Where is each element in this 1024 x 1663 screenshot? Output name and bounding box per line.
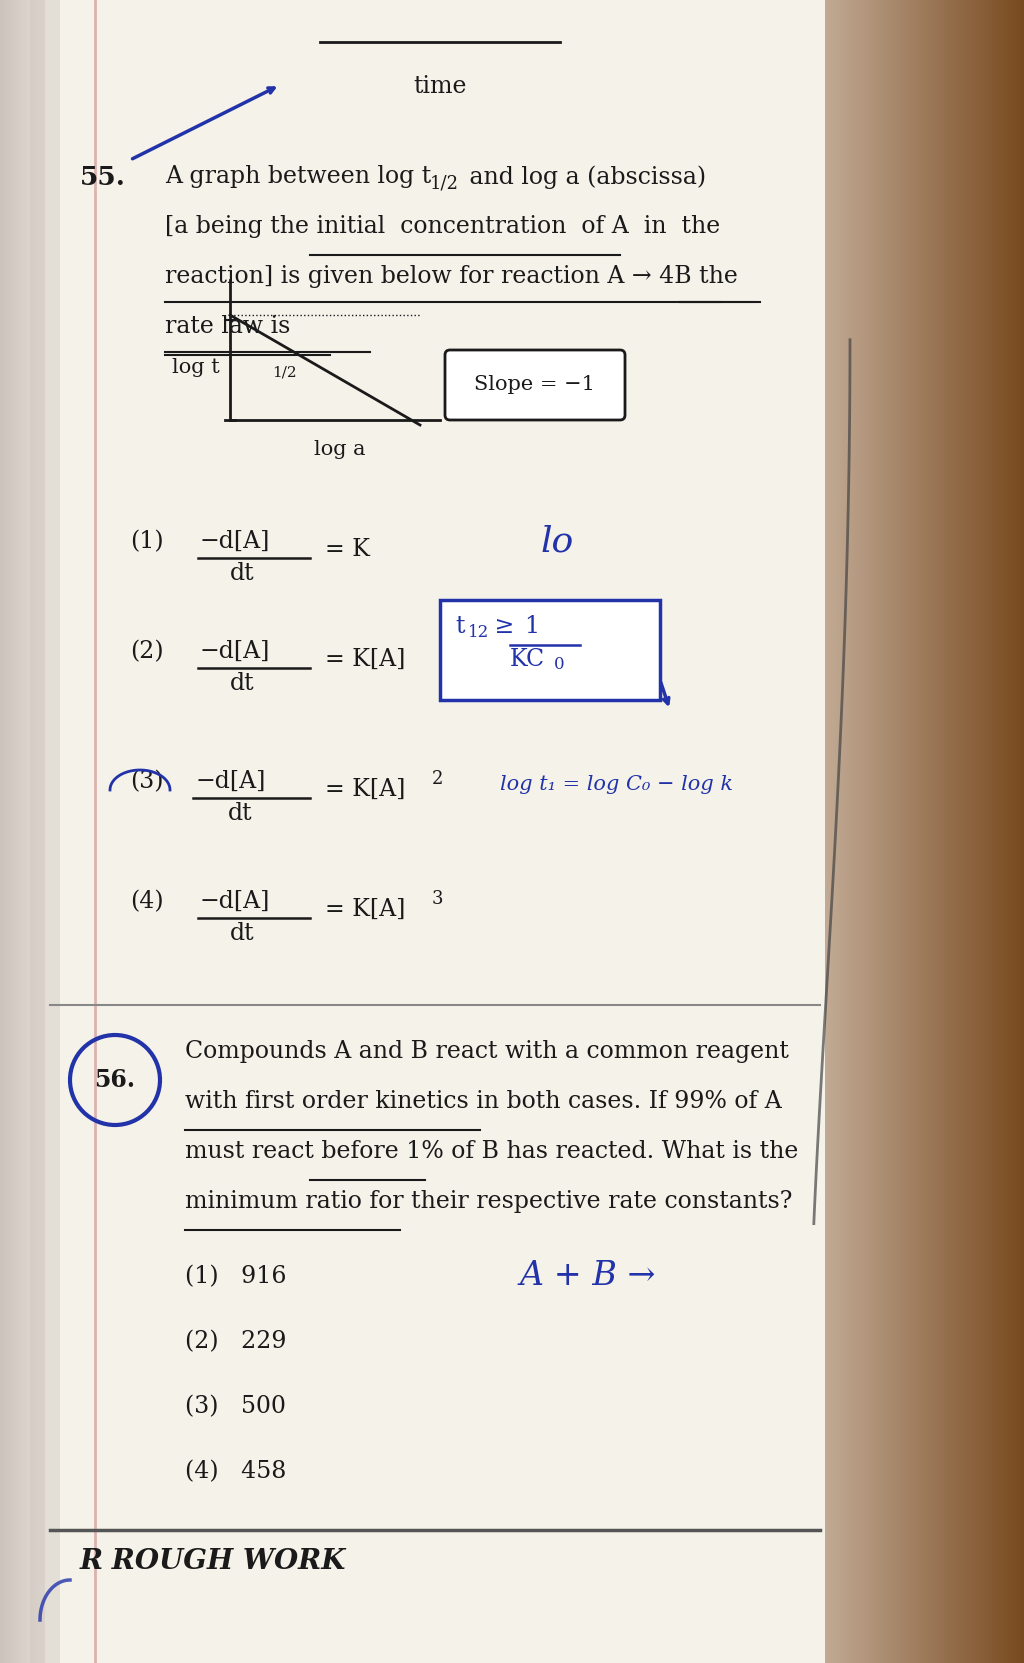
FancyBboxPatch shape xyxy=(445,349,625,421)
Text: R ROUGH WORK: R ROUGH WORK xyxy=(80,1548,346,1575)
Text: = K[A]: = K[A] xyxy=(325,649,406,670)
Text: must react before 1% of B has reacted. What is the: must react before 1% of B has reacted. W… xyxy=(185,1141,799,1162)
Text: Slope = −1: Slope = −1 xyxy=(474,376,596,394)
Text: t: t xyxy=(455,615,465,639)
Text: −d[A]: −d[A] xyxy=(200,530,270,554)
Text: −d[A]: −d[A] xyxy=(195,770,265,793)
FancyBboxPatch shape xyxy=(440,600,660,700)
Text: (3): (3) xyxy=(130,770,164,793)
Text: = K: = K xyxy=(325,539,370,560)
FancyBboxPatch shape xyxy=(45,0,825,1663)
Text: (2): (2) xyxy=(130,640,164,664)
Text: [a being the initial  concentration  of A  in  the: [a being the initial concentration of A … xyxy=(165,215,720,238)
Text: 1/2: 1/2 xyxy=(430,175,459,193)
Text: 2: 2 xyxy=(432,770,443,788)
Text: Compounds A and B react with a common reagent: Compounds A and B react with a common re… xyxy=(185,1039,788,1063)
Text: and log a (abscissa): and log a (abscissa) xyxy=(462,165,707,188)
Text: rate law is: rate law is xyxy=(165,314,291,338)
Text: minimum ratio for their respective rate constants?: minimum ratio for their respective rate … xyxy=(185,1191,793,1212)
Text: (2)   229: (2) 229 xyxy=(185,1330,287,1354)
Text: 1: 1 xyxy=(510,615,540,639)
Text: log t: log t xyxy=(172,358,220,378)
Text: (3)   500: (3) 500 xyxy=(185,1395,286,1419)
FancyBboxPatch shape xyxy=(30,0,60,1663)
Text: = K[A]: = K[A] xyxy=(325,778,406,802)
Text: 1/2: 1/2 xyxy=(272,364,297,379)
Text: 3: 3 xyxy=(432,890,443,908)
Text: ≥: ≥ xyxy=(487,615,522,639)
Text: log a: log a xyxy=(314,441,366,459)
Text: (1)   916: (1) 916 xyxy=(185,1266,287,1289)
Text: (4)   458: (4) 458 xyxy=(185,1460,287,1483)
Text: 56.: 56. xyxy=(94,1068,135,1093)
Text: lo: lo xyxy=(540,526,573,559)
Text: 12: 12 xyxy=(468,624,489,640)
Text: dt: dt xyxy=(228,802,253,825)
Text: (4): (4) xyxy=(130,890,164,913)
Text: (1): (1) xyxy=(130,530,164,554)
Text: −d[A]: −d[A] xyxy=(200,640,270,664)
Text: dt: dt xyxy=(230,562,255,585)
Text: 55.: 55. xyxy=(80,165,126,190)
Text: A graph between log t: A graph between log t xyxy=(165,165,431,188)
Text: = K[A]: = K[A] xyxy=(325,898,406,921)
Text: KC: KC xyxy=(510,649,545,670)
Text: log t₁ = log C₀ − log k: log t₁ = log C₀ − log k xyxy=(500,775,733,793)
Text: time: time xyxy=(414,75,467,98)
Text: dt: dt xyxy=(230,672,255,695)
Text: reaction] is given below for reaction A → 4B the: reaction] is given below for reaction A … xyxy=(165,264,738,288)
Text: dt: dt xyxy=(230,921,255,945)
Text: −d[A]: −d[A] xyxy=(200,890,270,913)
Text: A + B →: A + B → xyxy=(520,1261,656,1292)
Text: with first order kinetics in both cases. If 99% of A: with first order kinetics in both cases.… xyxy=(185,1089,781,1113)
Text: 0: 0 xyxy=(554,655,564,674)
